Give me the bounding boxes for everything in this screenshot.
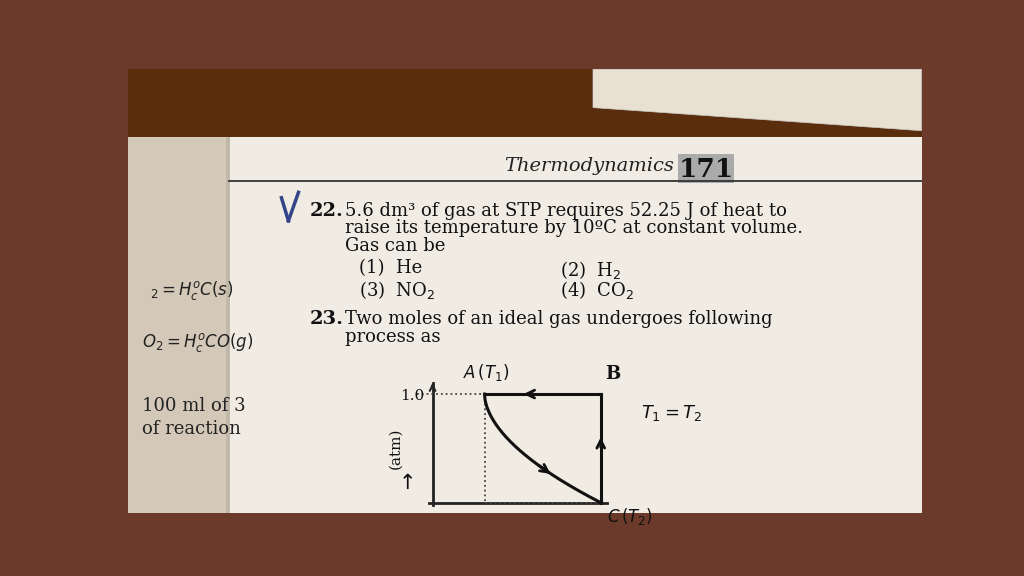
Text: ↑: ↑: [399, 473, 417, 494]
Text: B: B: [605, 365, 621, 383]
Polygon shape: [228, 137, 922, 513]
Text: 22.: 22.: [310, 202, 344, 219]
Polygon shape: [593, 69, 922, 131]
Text: $O_{2}=H_{c}^{o}CO(g)$: $O_{2}=H_{c}^{o}CO(g)$: [142, 331, 254, 354]
Text: 100 ml of 3: 100 ml of 3: [142, 397, 246, 415]
Text: $C\,(T_2)$: $C\,(T_2)$: [607, 506, 653, 526]
Text: 1.0: 1.0: [400, 389, 425, 403]
Text: $A\,(T_1)$: $A\,(T_1)$: [463, 362, 509, 383]
FancyBboxPatch shape: [678, 154, 734, 183]
Text: $T_1=T_2$: $T_1=T_2$: [641, 403, 702, 423]
Text: (3)  NO$_2$: (3) NO$_2$: [359, 279, 435, 301]
Text: 171: 171: [679, 157, 734, 183]
Text: Thermodynamics: Thermodynamics: [505, 157, 675, 175]
Text: $_{2}=H_{c}^{o}C(s)$: $_{2}=H_{c}^{o}C(s)$: [150, 279, 233, 302]
Text: 23.: 23.: [310, 310, 344, 328]
Text: Gas can be: Gas can be: [345, 237, 445, 255]
Polygon shape: [128, 69, 922, 142]
Text: 5.6 dm³ of gas at STP requires 52.25 J of heat to: 5.6 dm³ of gas at STP requires 52.25 J o…: [345, 202, 786, 219]
Text: (4)  CO$_2$: (4) CO$_2$: [560, 279, 635, 301]
Text: (1)  He: (1) He: [359, 259, 422, 277]
Text: process as: process as: [345, 328, 440, 346]
Polygon shape: [226, 137, 230, 513]
Text: Two moles of an ideal gas undergoes following: Two moles of an ideal gas undergoes foll…: [345, 310, 773, 328]
Text: (2)  H$_2$: (2) H$_2$: [560, 259, 622, 281]
Text: (atm): (atm): [388, 427, 402, 469]
Text: of reaction: of reaction: [142, 420, 241, 438]
Text: raise its temperature by 10ºC at constant volume.: raise its temperature by 10ºC at constan…: [345, 219, 803, 237]
Polygon shape: [128, 137, 228, 513]
